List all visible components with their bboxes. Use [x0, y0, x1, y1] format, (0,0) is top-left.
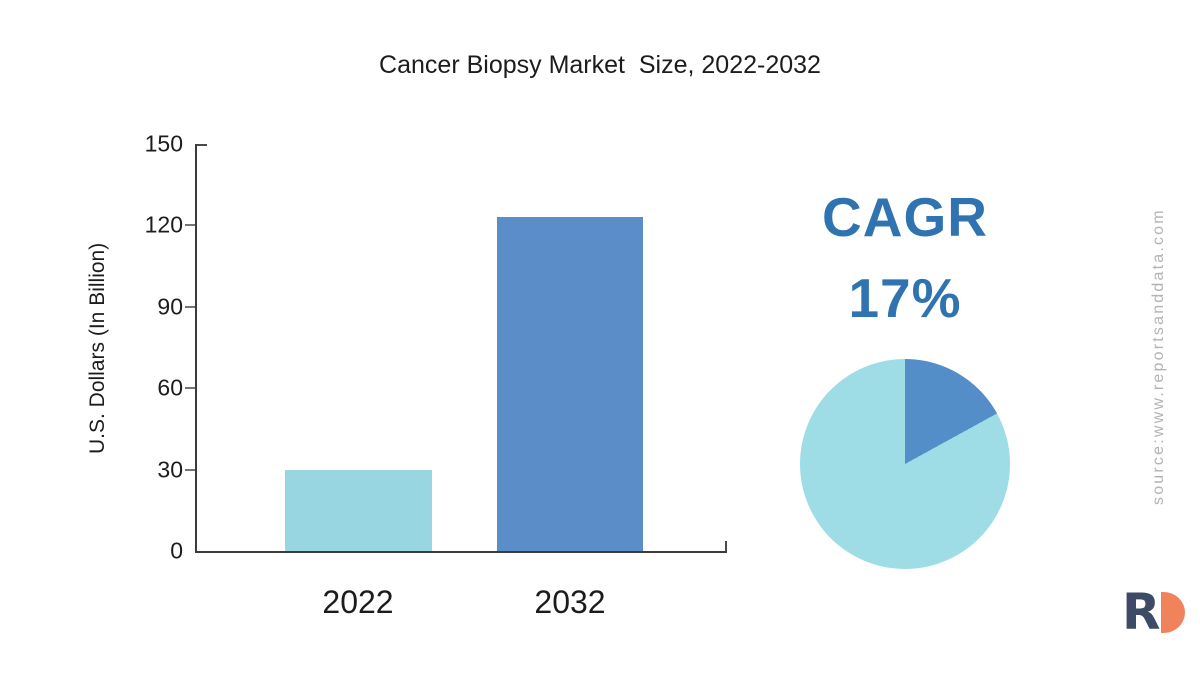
cagr-pie-chart	[800, 359, 1010, 569]
x-axis-line	[195, 551, 727, 553]
y-tick-label: 30	[157, 456, 183, 483]
y-tick-mark	[185, 468, 195, 471]
y-tick-label: 150	[144, 130, 183, 157]
bar-2022	[285, 469, 432, 551]
cagr-label: CAGR	[822, 186, 988, 248]
reports-and-data-logo: R	[1122, 583, 1185, 641]
y-axis-top-cap	[197, 144, 207, 146]
y-tick-mark	[185, 387, 195, 390]
x-tick-label-2022: 2022	[322, 584, 394, 620]
bar-2032	[497, 217, 643, 551]
y-tick-label: 90	[157, 293, 183, 320]
y-tick-label: 0	[170, 537, 183, 564]
x-axis-end-cap	[725, 541, 727, 551]
y-tick-mark	[185, 224, 195, 227]
source-attribution: source:www.reportsanddata.com	[1150, 208, 1167, 505]
logo-letter-d-shape	[1160, 592, 1185, 633]
y-tick-label: 120	[144, 211, 183, 238]
y-axis-tick-marks	[185, 0, 195, 674]
y-tick-mark	[185, 305, 195, 308]
y-axis-tick-labels: 0 30 60 90 120 150	[128, 131, 183, 564]
logo-letter-r: R	[1122, 583, 1160, 641]
cagr-value: 17%	[848, 267, 962, 329]
x-tick-label-2032: 2032	[534, 584, 606, 620]
y-tick-label: 60	[157, 374, 183, 401]
chart-title: Cancer Biopsy Market Size, 2022-2032	[379, 51, 821, 79]
bar-plot-area	[197, 144, 727, 551]
y-axis-line	[195, 144, 197, 553]
y-axis-label: U.S. Dollars (In Billion)	[86, 242, 109, 454]
cagr-callout: CAGR 17%	[770, 177, 1040, 339]
